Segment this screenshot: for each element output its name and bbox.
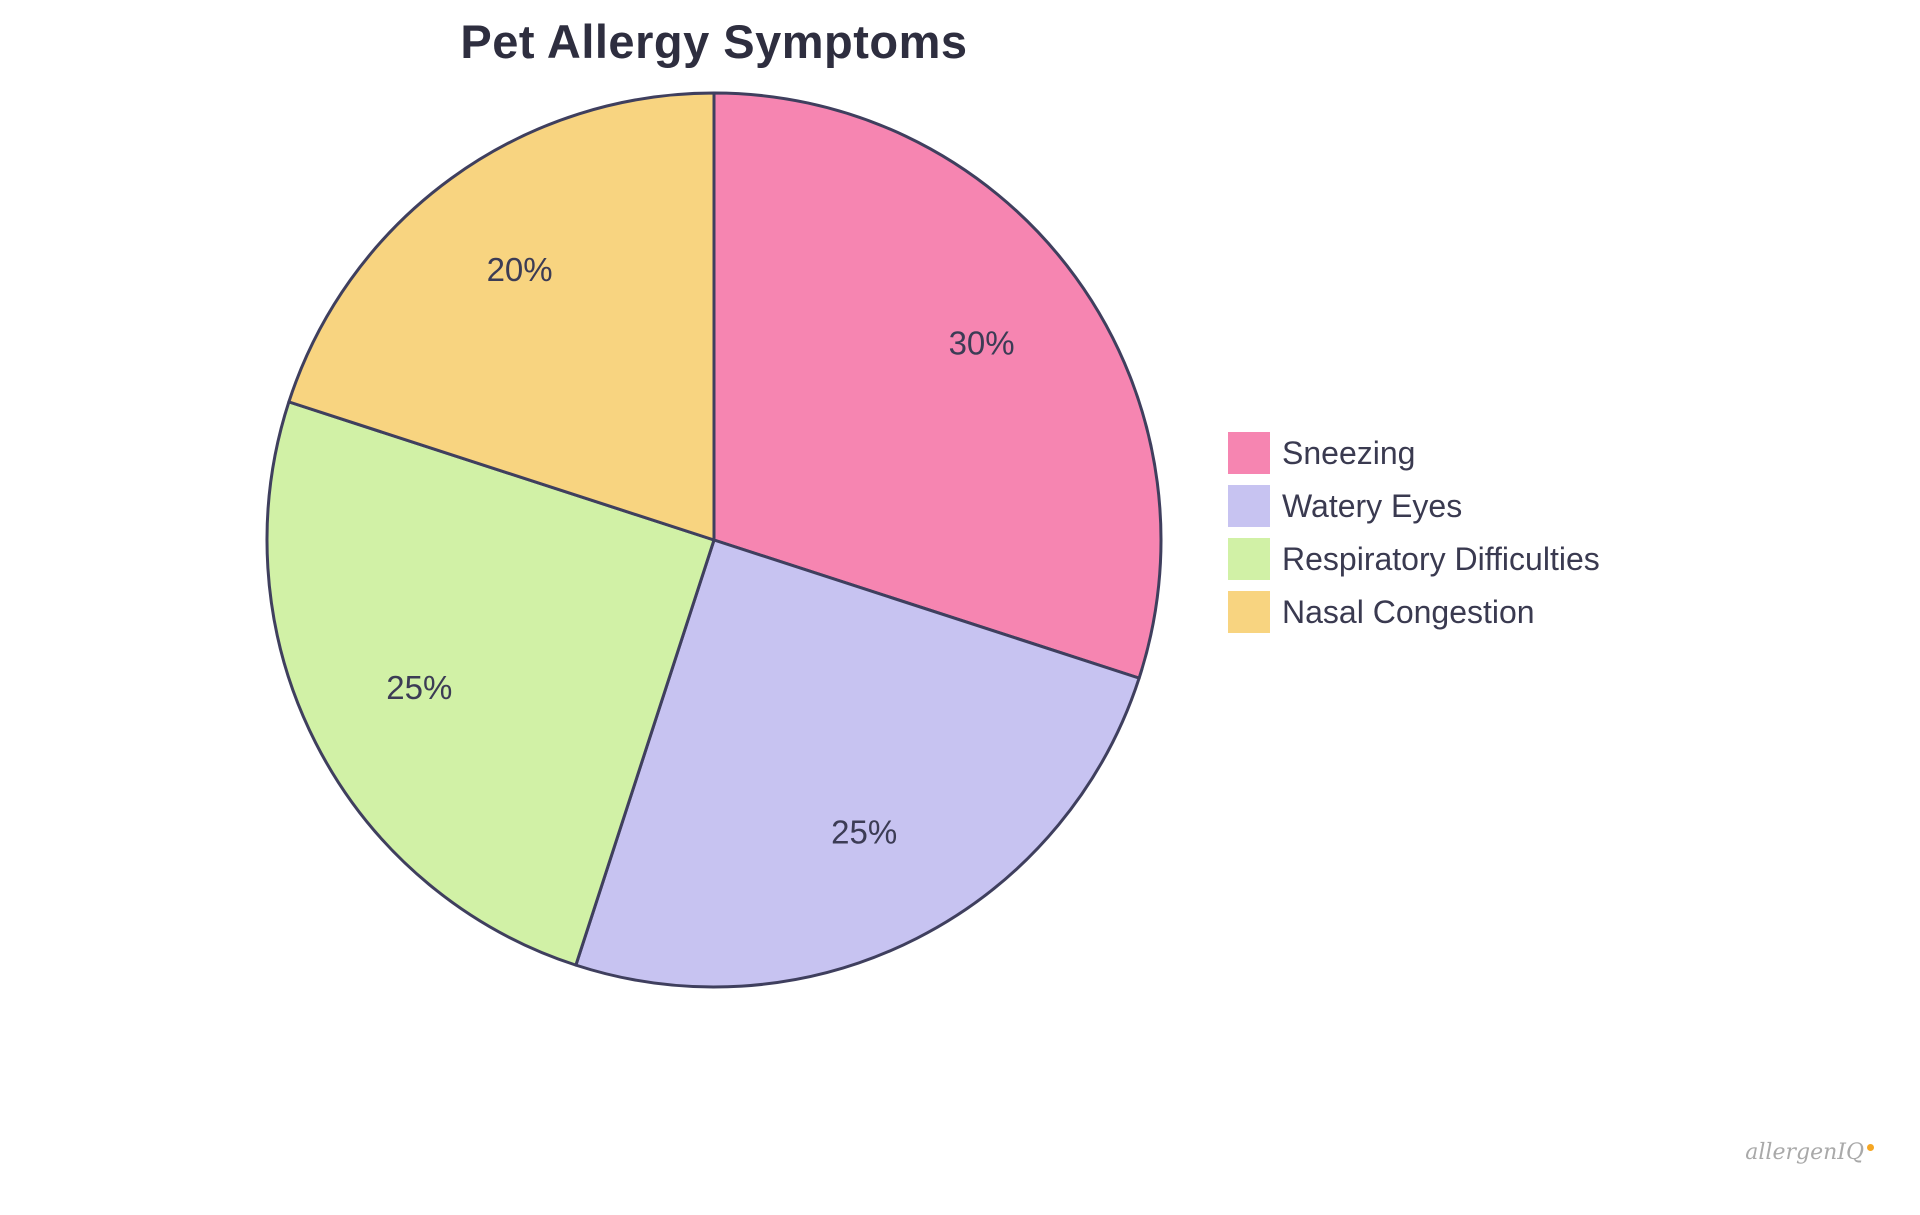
legend-swatch — [1228, 485, 1270, 527]
legend-item: Nasal Congestion — [1228, 591, 1600, 633]
legend-label: Nasal Congestion — [1282, 593, 1535, 630]
slice-percent-label: 30% — [949, 324, 1015, 361]
legend-swatch — [1228, 432, 1270, 474]
pie-slice-respiratory-difficulties — [265, 400, 716, 967]
legend-label: Sneezing — [1282, 434, 1416, 471]
legend-item: Watery Eyes — [1228, 485, 1600, 527]
slice-percent-label: 20% — [487, 251, 553, 288]
legend: Sneezing Watery Eyes Respiratory Difficult… — [1228, 432, 1600, 633]
watermark-logo: allergenIQ — [1745, 1140, 1874, 1165]
legend-swatch — [1228, 591, 1270, 633]
legend-label: Watery Eyes — [1282, 487, 1463, 524]
legend-item: Sneezing — [1228, 432, 1600, 474]
pie-slice-watery-eyes — [574, 538, 1141, 989]
slice-percent-label: 25% — [386, 669, 452, 706]
legend-item: Respiratory Difficulties — [1228, 538, 1600, 580]
slice-percent-label: 25% — [831, 813, 897, 850]
legend-swatch — [1228, 538, 1270, 580]
chart-title: Pet Allergy Symptoms — [460, 15, 968, 68]
legend-label: Respiratory Difficulties — [1282, 540, 1600, 577]
watermark-text: allergenIQ — [1745, 1140, 1864, 1165]
pie-slice-sneezing — [712, 91, 1163, 680]
pie-slice-nasal-congestion — [287, 91, 716, 542]
watermark-accent-dot — [1867, 1144, 1874, 1151]
